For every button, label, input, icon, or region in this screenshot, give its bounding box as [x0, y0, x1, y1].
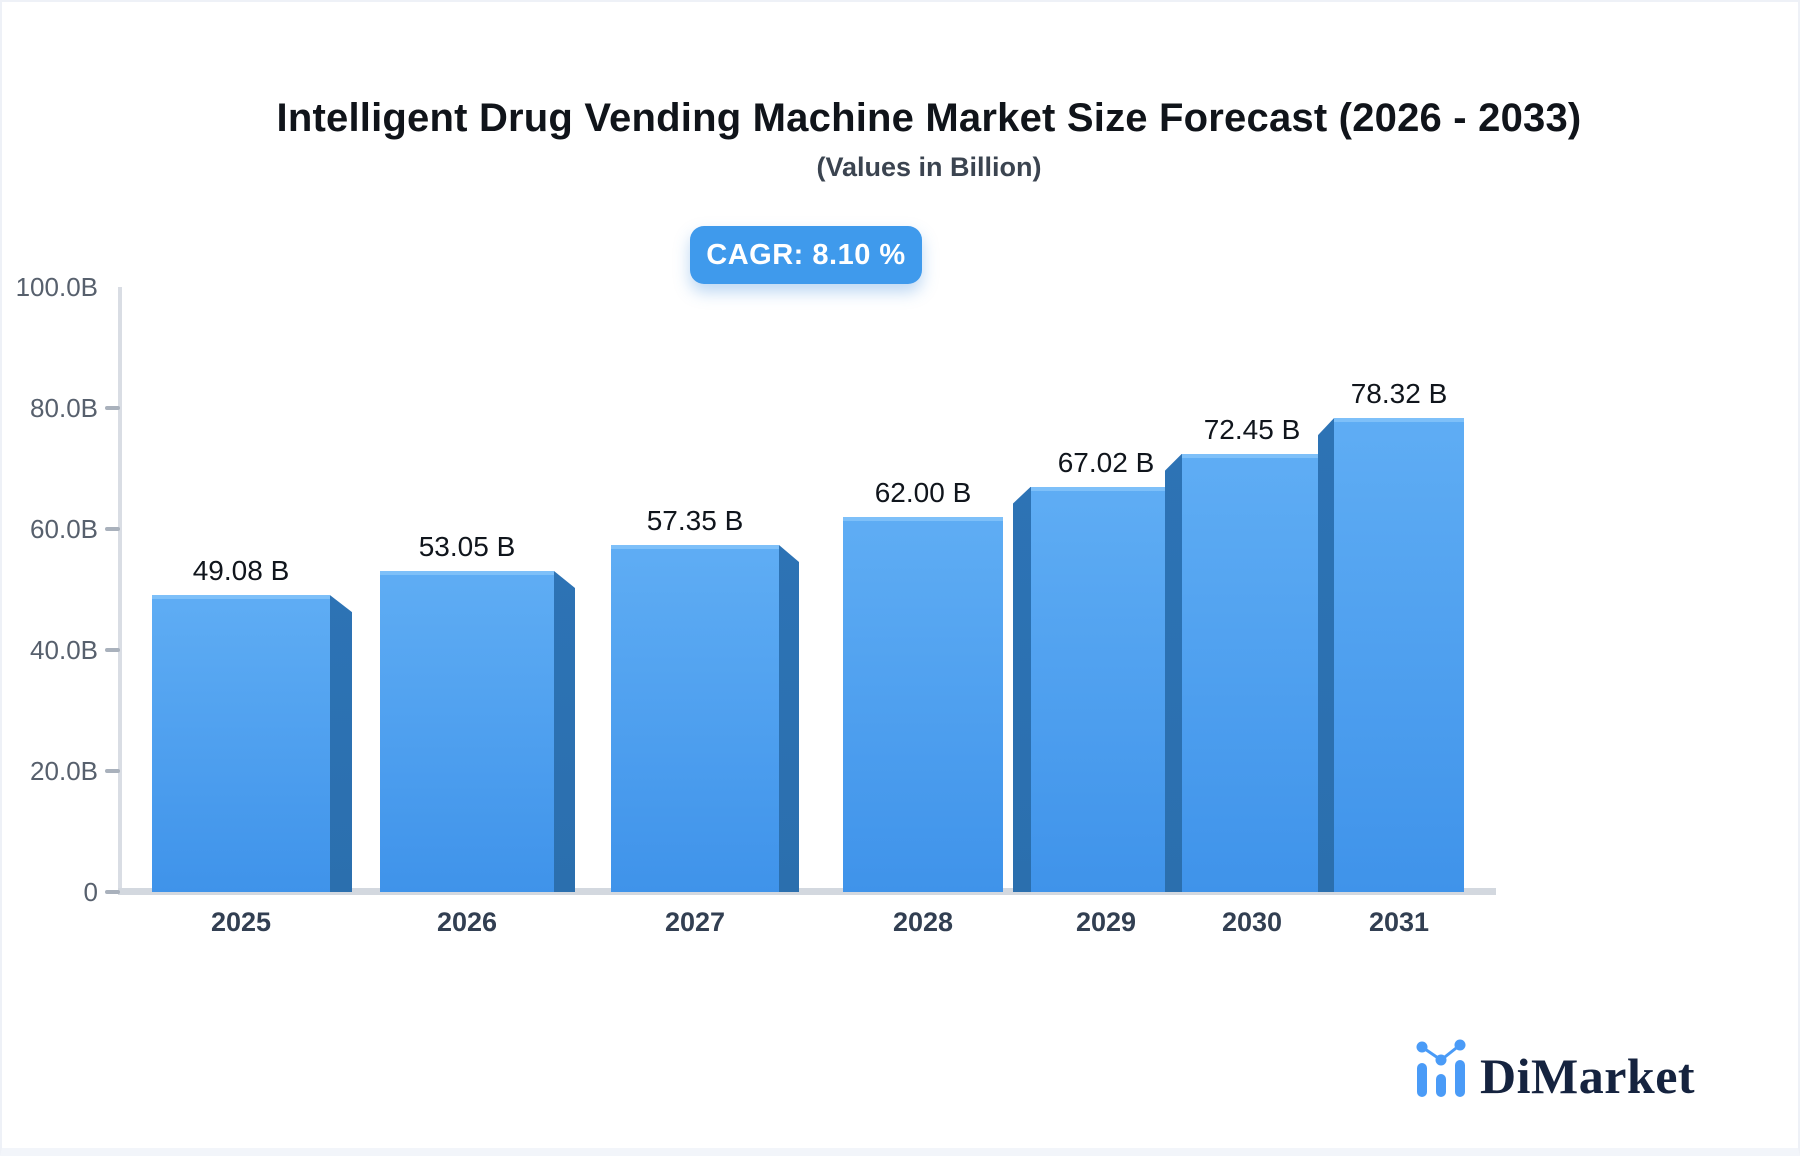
bar-value-label-2027: 57.35 B: [646, 505, 744, 537]
y-tick-label-40: 40.0B: [30, 635, 98, 665]
y-tick-mark-80: [105, 406, 120, 410]
bar-2026: [380, 571, 554, 892]
bar-2029: [1031, 486, 1181, 892]
bar-value-label-2025: 49.08 B: [192, 555, 290, 587]
y-tick-label-20: 20.0B: [30, 756, 98, 786]
bar-side-face-2026: [554, 571, 575, 892]
bar-value-label-2029: 67.02 B: [1057, 446, 1155, 478]
x-axis-label-2029: 2029: [1075, 907, 1137, 937]
bar-2028: [843, 516, 1003, 892]
bar-side-face-2027: [779, 545, 799, 892]
bar-side-face-2031: [1318, 418, 1334, 892]
y-tick-label-0: 0: [83, 877, 98, 907]
cagr-badge: CAGR: 8.10 %: [690, 226, 922, 284]
x-axis-label-2026: 2026: [436, 907, 498, 937]
x-axis-baseline: [118, 888, 1496, 895]
chart-title: Intelligent Drug Vending Machine Market …: [276, 96, 1582, 140]
bar-2027: [611, 545, 779, 892]
bar-2031: [1334, 418, 1464, 892]
y-tick-label-80: 80.0B: [30, 393, 98, 423]
chart-subtitle: (Values in Billion): [816, 152, 1042, 182]
bar-2030: [1182, 453, 1322, 892]
x-axis-label-2031: 2031: [1368, 907, 1430, 937]
x-axis-label-2028: 2028: [892, 907, 954, 937]
bar-side-face-2025: [330, 595, 352, 892]
bar-value-label-2028: 62.00 B: [874, 476, 972, 508]
x-axis-label-2027: 2027: [664, 907, 726, 937]
brand-name: DiMarket: [1480, 1048, 1696, 1104]
bar-value-label-2030: 72.45 B: [1203, 413, 1301, 445]
bar-value-label-2026: 53.05 B: [418, 531, 516, 563]
bar-side-face-2029: [1013, 486, 1031, 892]
brand-logo: DiMarket: [1416, 1034, 1696, 1104]
y-tick-label-60: 60.0B: [30, 514, 98, 544]
y-tick-mark-20: [105, 769, 120, 773]
x-axis-label-2030: 2030: [1221, 907, 1283, 937]
bar-value-label-2031: 78.32 B: [1350, 378, 1448, 410]
y-tick-mark-60: [105, 527, 120, 531]
bar-chart-logo-icon: [1416, 1039, 1466, 1097]
y-tick-mark-40: [105, 648, 120, 652]
bar-2025: [152, 595, 330, 892]
y-tick-label-100: 100.0B: [15, 272, 98, 302]
y-tick-mark-0: [105, 890, 120, 894]
y-axis-line: [118, 287, 122, 892]
bar-side-face-2030: [1165, 453, 1182, 892]
x-axis-label-2025: 2025: [210, 907, 272, 937]
